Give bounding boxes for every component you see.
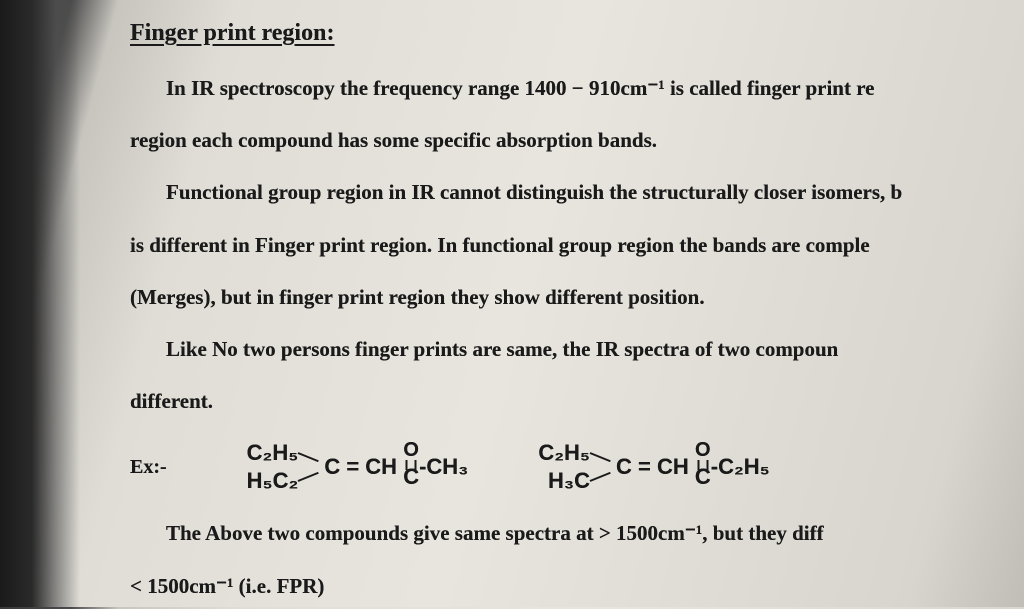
section-heading: Finger print region: [130, 20, 1024, 47]
example-label: Ex:- [130, 456, 167, 479]
paragraph-line-3: Functional group region in IR cannot dis… [130, 169, 1024, 215]
para9-b: (i.e. FPR) [233, 574, 324, 598]
para9-a: < 1500cm⁻¹ [130, 574, 233, 598]
example-row: Ex:- C₂H₅ H₅C₂ C = CH O C - CH₃ C₂H₅ H₃C [130, 442, 1024, 492]
paragraph-line-6: Like No two persons finger prints are sa… [130, 326, 1024, 372]
paragraph-line-4: is different in Finger print region. In … [130, 222, 1024, 268]
paragraph-line-1: In IR spectroscopy the frequency range 1… [130, 65, 1024, 111]
paragraph-line-7: different. [130, 378, 1024, 424]
double-bond-icon [697, 460, 708, 470]
paragraph-line-8: The Above two compounds give same spectr… [130, 510, 1024, 556]
paragraph-line-2: region each compound has some specific a… [130, 117, 1024, 163]
compound-1-carbonyl-o: O [403, 440, 419, 460]
compound-1-tail: CH₃ [426, 456, 468, 478]
compound-2-bot-left: H₃C [548, 470, 590, 492]
para8-a: The Above two compounds give same spectr… [166, 521, 599, 545]
compound-2-carbonyl: O C [695, 446, 711, 488]
compound-1-top-left: C₂H₅ [247, 442, 299, 464]
compound-1-left-branch: C₂H₅ H₅C₂ [247, 442, 299, 492]
compound-1-carbonyl: O C [403, 446, 419, 488]
textbook-page: Finger print region: In IR spectroscopy … [0, 0, 1024, 607]
compound-2-sep-2: - [711, 456, 718, 478]
paragraph-line-9: < 1500cm⁻¹ (i.e. FPR) [130, 563, 1024, 609]
double-bond-icon [406, 460, 417, 470]
compound-2-left-branch: C₂H₅ H₃C [538, 442, 590, 492]
compound-2-tail: C₂H₅ [718, 456, 770, 478]
paragraph-line-5: (Merges), but in finger print region the… [130, 274, 1024, 320]
compound-1-mid: C = CH [324, 456, 397, 478]
compound-2-top-left: C₂H₅ [538, 442, 590, 464]
compound-2-carbonyl-o: O [695, 440, 711, 460]
compound-1: C₂H₅ H₅C₂ C = CH O C - CH₃ [247, 442, 469, 492]
compound-1-bot-left: H₅C₂ [247, 470, 299, 492]
para8-c: , but they diff [702, 521, 823, 545]
compound-2-mid: C = CH [616, 456, 689, 478]
para8-b: > 1500cm⁻¹ [599, 521, 702, 545]
compound-2: C₂H₅ H₃C C = CH O C - C₂H₅ [538, 442, 769, 492]
